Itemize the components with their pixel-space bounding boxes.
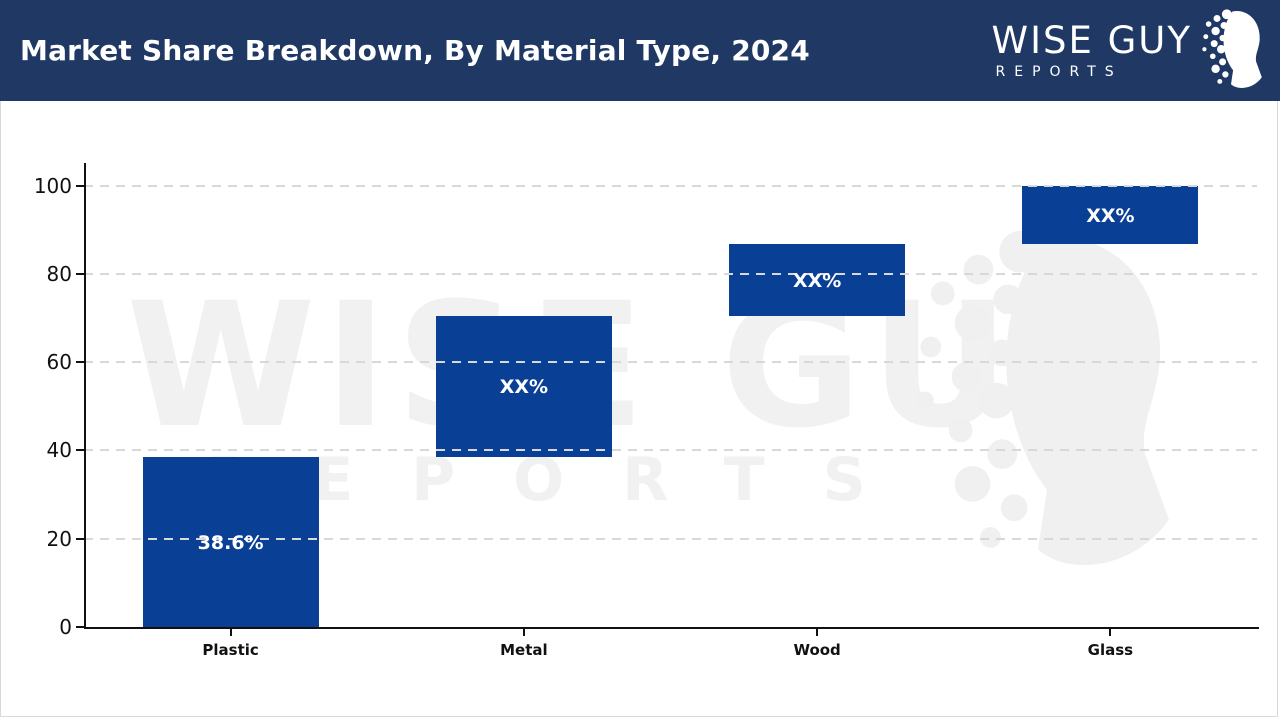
- y-tick-40: [76, 449, 84, 452]
- y-tick-20: [76, 537, 84, 540]
- gridline-100: [84, 184, 1257, 187]
- logo-subtext: REPORTS: [995, 63, 1123, 80]
- y-axis-line: [84, 163, 86, 629]
- logo-wordmark: WISE GUY: [991, 18, 1192, 62]
- bar-plastic: [142, 456, 319, 627]
- bar-value-label-wood: XX%: [792, 269, 842, 292]
- bar-wood: [729, 243, 906, 316]
- x-tick-label-metal: Metal: [500, 641, 548, 659]
- y-tick-label-0: 0: [59, 615, 72, 639]
- y-tick-label-60: 60: [46, 350, 72, 375]
- bar-value-label-plastic: 38.6%: [197, 531, 264, 554]
- y-tick-label-100: 100: [33, 173, 72, 198]
- y-tick-label-40: 40: [46, 438, 72, 463]
- bar-metal: [435, 315, 612, 457]
- header: Market Share Breakdown, By Material Type…: [0, 0, 1280, 101]
- bar-glass: [1022, 185, 1199, 244]
- x-axis-line: [84, 627, 1259, 629]
- page-title: Market Share Breakdown, By Material Type…: [20, 34, 810, 67]
- x-tick-glass: [1109, 629, 1112, 636]
- y-tick-label-20: 20: [46, 526, 72, 551]
- y-tick-80: [76, 272, 84, 275]
- logo-head-icon: [1202, 8, 1262, 88]
- x-tick-metal: [522, 629, 525, 636]
- gridline-40: [84, 449, 1257, 452]
- y-tick-label-80: 80: [46, 261, 72, 286]
- gridline-60: [84, 361, 1257, 364]
- watermark-head-icon: [915, 230, 1169, 566]
- gridline-80: [84, 272, 1257, 275]
- x-tick-label-plastic: Plastic: [202, 641, 259, 659]
- bar-value-label-glass: XX%: [1086, 204, 1135, 227]
- y-tick-0: [76, 626, 84, 628]
- y-tick-100: [76, 184, 84, 187]
- x-tick-label-glass: Glass: [1087, 641, 1134, 659]
- plot-area: 38.6% XX% XX% XX%: [84, 163, 1257, 627]
- bar-value-label-metal: XX%: [499, 376, 549, 399]
- gridline-20: [84, 537, 1257, 540]
- y-tick-60: [76, 361, 84, 364]
- brand-logo-text: WISE GUY REPORTS: [992, 22, 1192, 80]
- x-tick-plastic: [229, 629, 232, 636]
- brand-logo: WISE GUY REPORTS: [992, 7, 1266, 95]
- x-tick-wood: [816, 629, 819, 636]
- x-tick-label-wood: Wood: [793, 641, 841, 659]
